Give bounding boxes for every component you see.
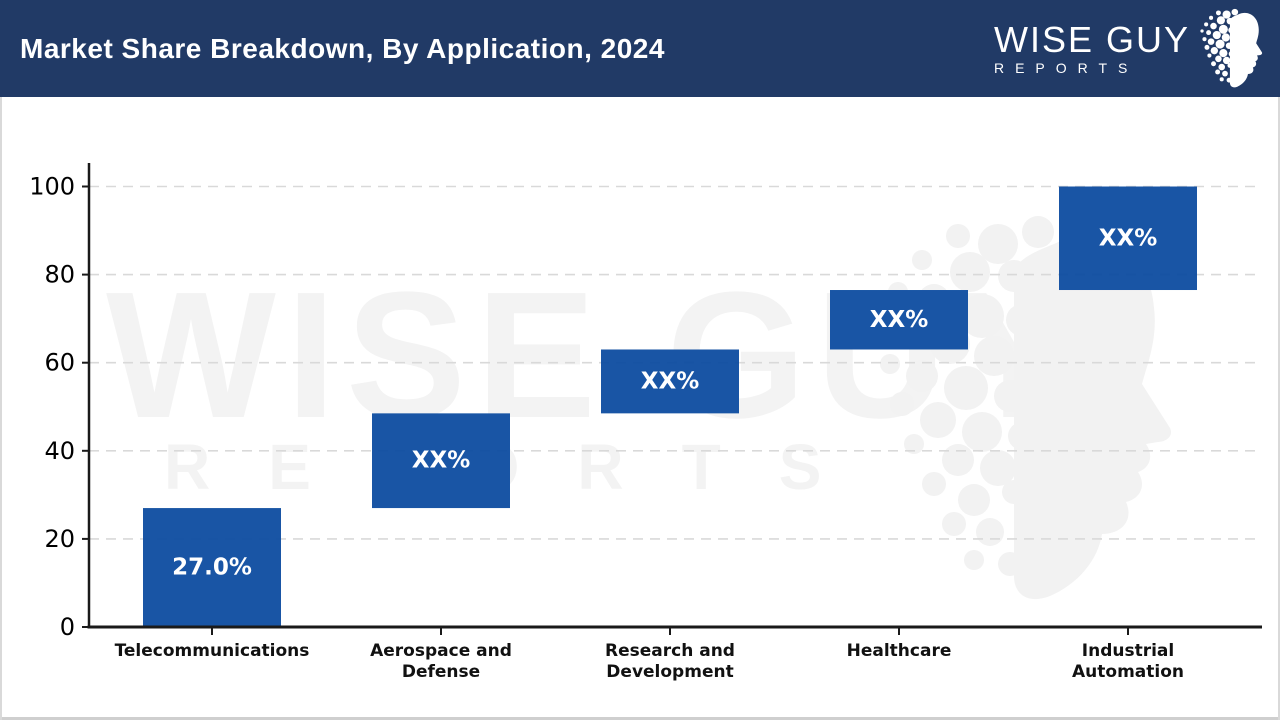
brand-name-text: WISE GUY [993, 19, 1190, 60]
x-tick-label: Healthcare [847, 641, 952, 661]
y-tick-label: 100 [29, 173, 75, 201]
bar-value-label: 27.0% [172, 555, 252, 581]
x-tick-label: Industrial Automation [1072, 641, 1184, 682]
y-tick-label: 40 [44, 437, 75, 465]
x-tick-label: Research and Development [605, 641, 735, 682]
brand-wordmark: WISE GUY REPORTS [993, 19, 1190, 76]
bar [372, 413, 510, 509]
y-tick-label: 60 [44, 349, 75, 377]
y-tick-label: 20 [44, 525, 75, 553]
bar-value-label: XX% [641, 368, 700, 394]
y-tick-label: 80 [44, 261, 75, 289]
x-tick-label: Telecommunications [115, 641, 310, 661]
page-title: Market Share Breakdown, By Application, … [20, 32, 665, 64]
bar-value-label: XX% [870, 307, 929, 333]
brand-logo: WISE GUY REPORTS [994, 5, 1266, 93]
bar [601, 349, 739, 414]
brand-reports-text: REPORTS [993, 60, 1139, 76]
y-tick-label: 0 [60, 613, 75, 641]
bar-value-label: XX% [1099, 225, 1158, 251]
bar-value-label: XX% [412, 448, 471, 474]
bar [143, 508, 281, 627]
header-bar: Market Share Breakdown, By Application, … [0, 0, 1280, 97]
x-tick-label: Aerospace and Defense [370, 641, 512, 682]
brand-face-icon [1200, 8, 1263, 87]
